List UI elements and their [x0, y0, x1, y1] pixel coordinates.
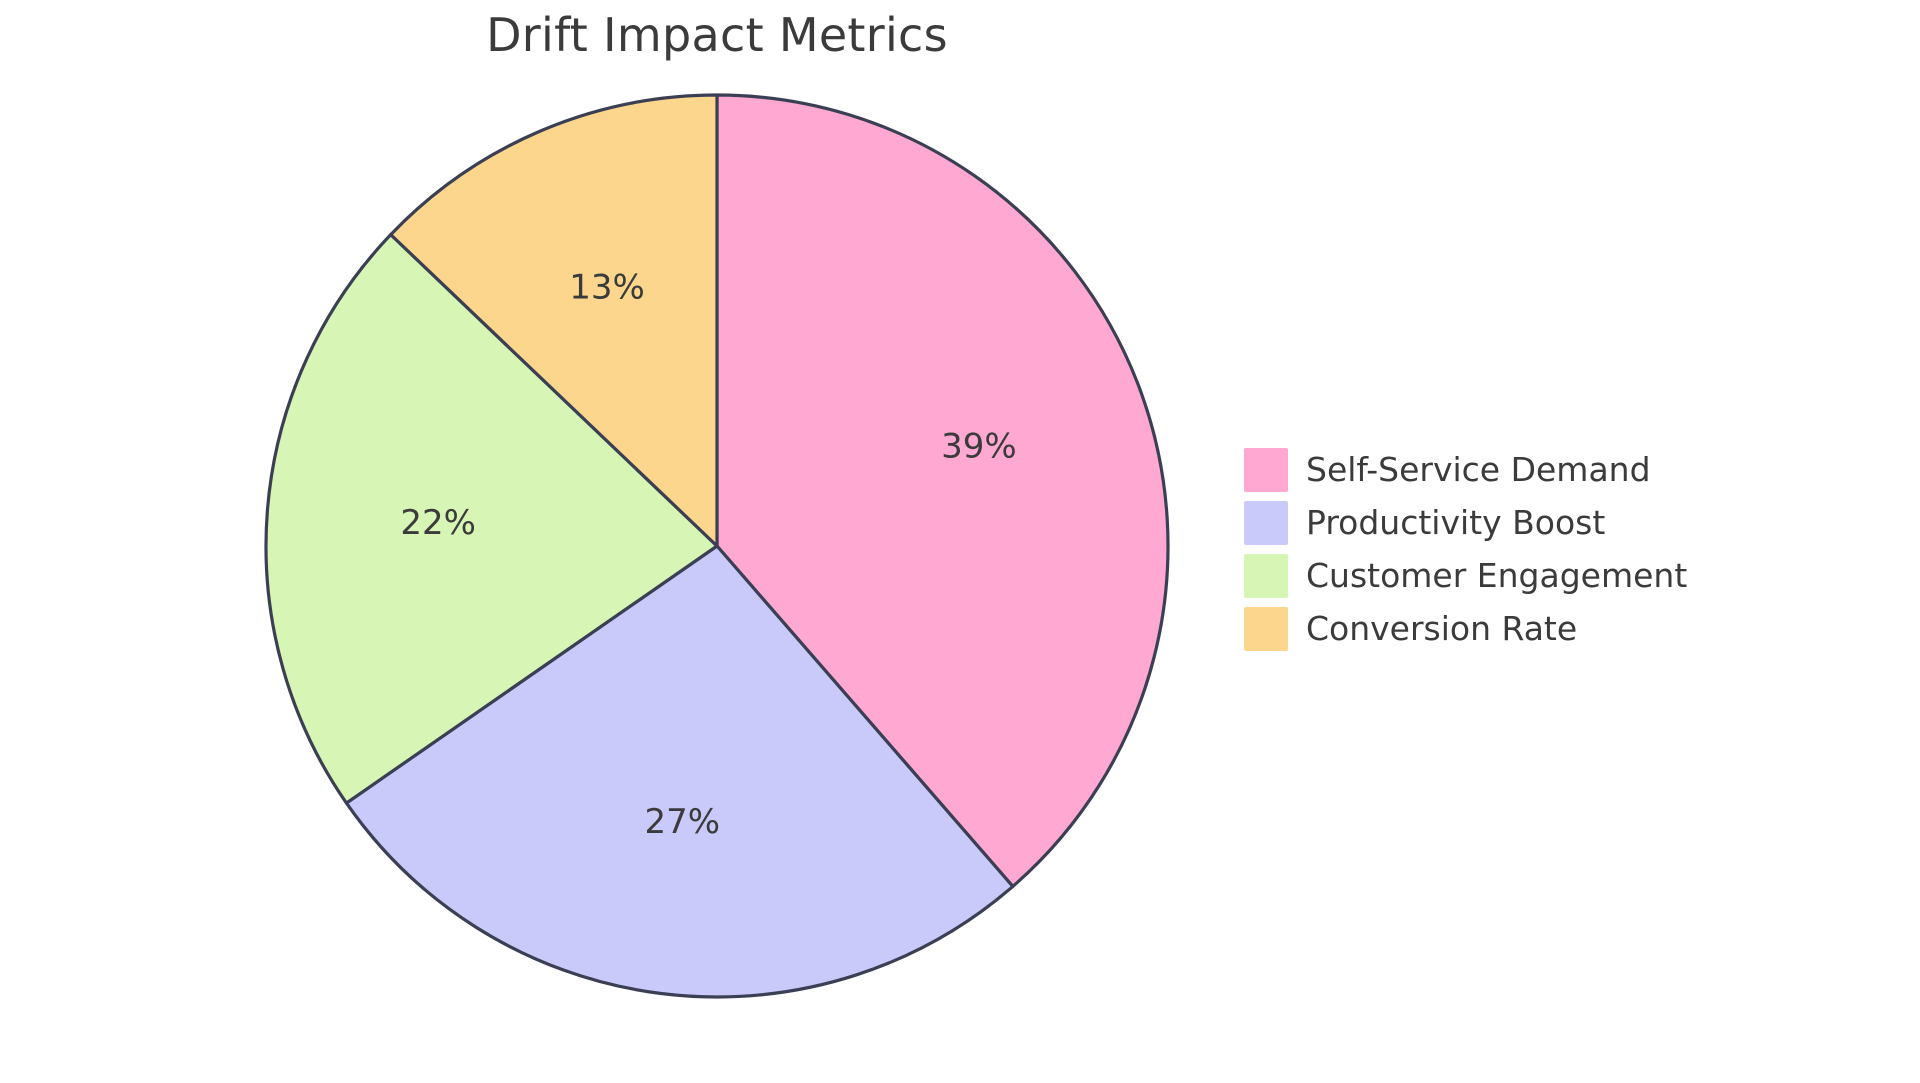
legend-color-swatch — [1244, 447, 1288, 492]
legend-item[interactable]: Self-Service Demand — [1244, 443, 1687, 496]
pie-svg: 39% 27% 22% 13% — [264, 93, 1170, 999]
chart-title: Drift Impact Metrics — [486, 8, 948, 62]
chart-legend: Self-Service Demand Productivity Boost Cus… — [1244, 443, 1687, 655]
pie-slice-percentage-label: 27% — [645, 802, 721, 842]
pie-slice[interactable] — [264, 233, 719, 805]
pie-chart-plot-area: 39% 27% 22% 13% — [264, 93, 1170, 999]
legend-item-label: Self-Service Demand — [1306, 450, 1651, 489]
pie-slice-percentage-label: 13% — [569, 267, 645, 307]
legend-item-label: Productivity Boost — [1306, 503, 1606, 542]
legend-color-swatch — [1244, 606, 1288, 651]
pie-slice[interactable] — [715, 93, 1170, 889]
legend-item-label: Conversion Rate — [1306, 609, 1578, 648]
legend-item-label: Customer Engagement — [1306, 556, 1688, 595]
legend-item[interactable]: Productivity Boost — [1244, 496, 1687, 549]
pie-slice[interactable] — [344, 544, 1015, 999]
legend-color-swatch — [1244, 500, 1288, 545]
pie-slices-group — [264, 93, 1170, 999]
pie-slice[interactable] — [389, 93, 719, 548]
pie-slice-percentage-label: 22% — [400, 503, 476, 543]
legend-color-swatch — [1244, 553, 1288, 598]
legend-item[interactable]: Customer Engagement — [1244, 549, 1687, 602]
pie-slice-percentage-label: 39% — [941, 427, 1017, 467]
legend-item[interactable]: Conversion Rate — [1244, 602, 1687, 655]
pie-slice-labels-group: 39% 27% 22% 13% — [400, 267, 1016, 842]
